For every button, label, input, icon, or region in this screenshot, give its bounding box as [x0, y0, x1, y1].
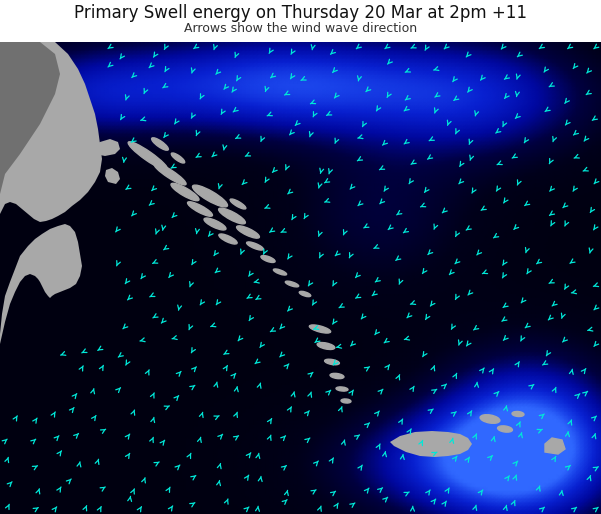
- Ellipse shape: [237, 226, 260, 238]
- Polygon shape: [105, 168, 120, 184]
- Polygon shape: [93, 139, 120, 156]
- Ellipse shape: [330, 373, 344, 379]
- Ellipse shape: [317, 342, 335, 350]
- Ellipse shape: [192, 185, 228, 207]
- Ellipse shape: [498, 426, 513, 432]
- Ellipse shape: [230, 199, 246, 209]
- Ellipse shape: [336, 387, 348, 391]
- Ellipse shape: [310, 325, 331, 333]
- Ellipse shape: [219, 208, 245, 224]
- Ellipse shape: [480, 415, 500, 424]
- Polygon shape: [0, 42, 102, 222]
- Ellipse shape: [128, 142, 168, 170]
- Polygon shape: [75, 158, 92, 174]
- Ellipse shape: [171, 183, 199, 201]
- Ellipse shape: [151, 138, 168, 150]
- Ellipse shape: [219, 234, 237, 244]
- Ellipse shape: [512, 411, 524, 416]
- Polygon shape: [0, 224, 82, 514]
- Ellipse shape: [188, 201, 213, 216]
- Text: Arrows show the wind wave direction: Arrows show the wind wave direction: [184, 22, 417, 35]
- Ellipse shape: [273, 269, 287, 275]
- Ellipse shape: [246, 242, 263, 250]
- Ellipse shape: [325, 359, 340, 365]
- Ellipse shape: [341, 399, 351, 403]
- Text: Primary Swell energy on Thursday 20 Mar at 2pm +11: Primary Swell energy on Thursday 20 Mar …: [74, 4, 527, 22]
- Polygon shape: [0, 42, 60, 194]
- Polygon shape: [390, 431, 472, 457]
- Ellipse shape: [285, 281, 299, 287]
- Ellipse shape: [261, 255, 275, 263]
- Ellipse shape: [204, 218, 226, 230]
- Ellipse shape: [154, 163, 186, 185]
- Ellipse shape: [171, 153, 185, 163]
- Ellipse shape: [299, 291, 311, 297]
- Polygon shape: [545, 438, 565, 454]
